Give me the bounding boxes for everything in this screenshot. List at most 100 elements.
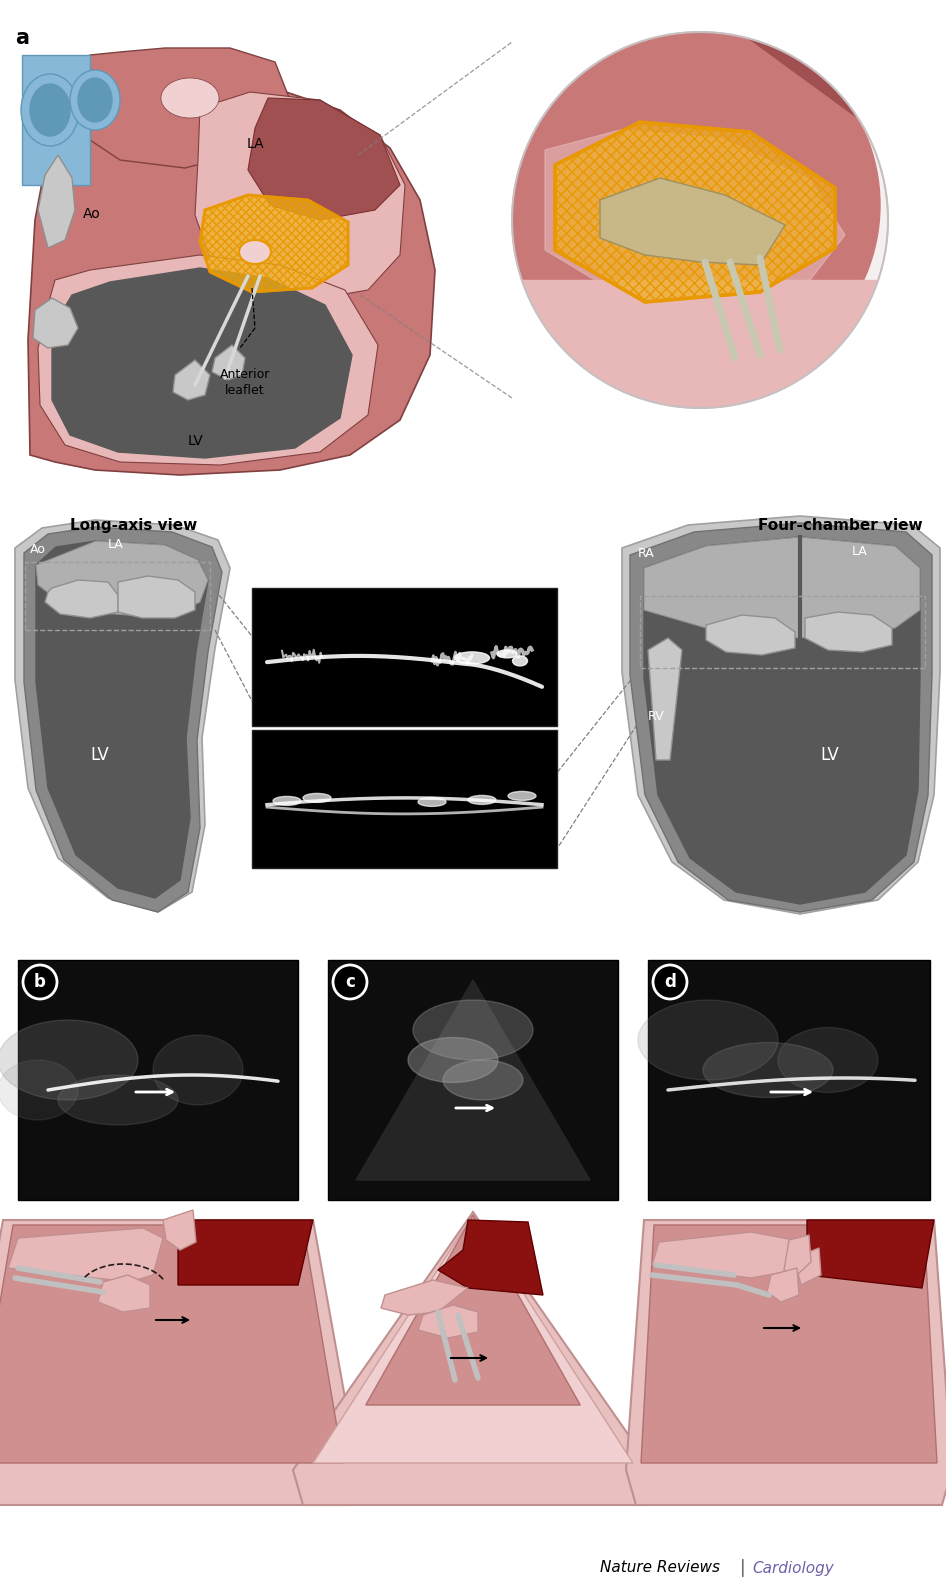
Polygon shape bbox=[644, 536, 920, 905]
Ellipse shape bbox=[454, 652, 489, 663]
Text: a: a bbox=[15, 29, 29, 48]
Text: LV: LV bbox=[820, 746, 839, 763]
Polygon shape bbox=[555, 122, 835, 302]
Ellipse shape bbox=[58, 1074, 178, 1125]
Polygon shape bbox=[98, 1274, 150, 1312]
Polygon shape bbox=[173, 360, 210, 400]
Polygon shape bbox=[630, 524, 932, 913]
Ellipse shape bbox=[239, 240, 271, 263]
Polygon shape bbox=[438, 1220, 543, 1295]
Polygon shape bbox=[163, 1209, 196, 1251]
Ellipse shape bbox=[153, 1035, 243, 1105]
Polygon shape bbox=[24, 527, 222, 913]
Polygon shape bbox=[641, 1225, 937, 1463]
Polygon shape bbox=[366, 1216, 580, 1404]
Text: Ao: Ao bbox=[30, 543, 45, 555]
Polygon shape bbox=[644, 536, 920, 638]
Text: RA: RA bbox=[638, 548, 655, 560]
Circle shape bbox=[333, 965, 367, 998]
Bar bbox=[25, 562, 210, 630]
Polygon shape bbox=[195, 92, 405, 300]
Polygon shape bbox=[381, 1281, 468, 1316]
Text: LV: LV bbox=[90, 746, 109, 763]
Ellipse shape bbox=[413, 1000, 533, 1060]
Ellipse shape bbox=[0, 1060, 78, 1120]
Polygon shape bbox=[545, 130, 845, 300]
Ellipse shape bbox=[78, 78, 112, 122]
Circle shape bbox=[23, 965, 57, 998]
Polygon shape bbox=[356, 981, 590, 1181]
Polygon shape bbox=[648, 638, 682, 760]
Polygon shape bbox=[418, 1305, 478, 1338]
Polygon shape bbox=[807, 1220, 934, 1289]
Bar bbox=[18, 960, 298, 1200]
Text: Anterior
leaflet: Anterior leaflet bbox=[219, 368, 271, 397]
Text: LA: LA bbox=[852, 544, 867, 559]
Ellipse shape bbox=[638, 1000, 778, 1081]
Circle shape bbox=[512, 32, 888, 408]
Text: Ao: Ao bbox=[83, 206, 101, 221]
Polygon shape bbox=[36, 541, 208, 616]
Ellipse shape bbox=[513, 655, 528, 667]
Polygon shape bbox=[293, 1212, 653, 1504]
Polygon shape bbox=[794, 1247, 821, 1285]
Polygon shape bbox=[200, 195, 348, 292]
Polygon shape bbox=[38, 256, 378, 465]
Bar bbox=[328, 960, 618, 1200]
Circle shape bbox=[653, 965, 687, 998]
Ellipse shape bbox=[443, 1060, 523, 1100]
Polygon shape bbox=[784, 1235, 811, 1274]
Ellipse shape bbox=[30, 84, 70, 136]
Bar bbox=[640, 597, 925, 668]
Polygon shape bbox=[0, 1220, 358, 1504]
Polygon shape bbox=[767, 1268, 799, 1301]
Text: LV: LV bbox=[187, 433, 202, 448]
Polygon shape bbox=[118, 576, 195, 617]
Polygon shape bbox=[512, 279, 888, 408]
Polygon shape bbox=[45, 579, 118, 617]
Polygon shape bbox=[248, 98, 400, 221]
Polygon shape bbox=[212, 344, 245, 379]
Polygon shape bbox=[38, 156, 75, 248]
Text: LA: LA bbox=[246, 136, 264, 151]
Ellipse shape bbox=[408, 1038, 498, 1082]
Polygon shape bbox=[22, 56, 90, 186]
Text: c: c bbox=[345, 973, 355, 990]
Polygon shape bbox=[622, 516, 940, 914]
Text: LA: LA bbox=[108, 538, 124, 551]
Text: |: | bbox=[740, 1558, 745, 1577]
Ellipse shape bbox=[468, 795, 496, 805]
Bar bbox=[252, 730, 557, 868]
Polygon shape bbox=[52, 268, 352, 459]
Ellipse shape bbox=[497, 651, 517, 659]
Polygon shape bbox=[33, 298, 78, 348]
Polygon shape bbox=[36, 541, 208, 898]
Ellipse shape bbox=[303, 794, 331, 803]
Polygon shape bbox=[90, 48, 290, 168]
Text: RV: RV bbox=[648, 709, 665, 724]
Text: Nature Reviews: Nature Reviews bbox=[600, 1560, 720, 1576]
Ellipse shape bbox=[500, 21, 880, 390]
Polygon shape bbox=[15, 521, 230, 913]
Ellipse shape bbox=[161, 78, 219, 117]
Bar bbox=[252, 589, 557, 725]
Polygon shape bbox=[740, 32, 888, 140]
Ellipse shape bbox=[21, 75, 79, 146]
Polygon shape bbox=[600, 178, 785, 265]
Ellipse shape bbox=[703, 1043, 833, 1098]
Ellipse shape bbox=[273, 797, 301, 805]
Ellipse shape bbox=[70, 70, 120, 130]
Ellipse shape bbox=[0, 1020, 138, 1100]
Ellipse shape bbox=[418, 797, 446, 806]
Polygon shape bbox=[8, 1228, 163, 1282]
Polygon shape bbox=[626, 1220, 946, 1504]
Polygon shape bbox=[0, 1225, 343, 1463]
Polygon shape bbox=[178, 1220, 313, 1285]
Polygon shape bbox=[652, 1232, 794, 1278]
Text: Four-chamber view: Four-chamber view bbox=[758, 517, 922, 533]
Ellipse shape bbox=[778, 1027, 878, 1092]
Bar bbox=[648, 960, 930, 1200]
Polygon shape bbox=[706, 616, 795, 655]
Text: Long-axis view: Long-axis view bbox=[70, 517, 198, 533]
Text: d: d bbox=[664, 973, 676, 990]
